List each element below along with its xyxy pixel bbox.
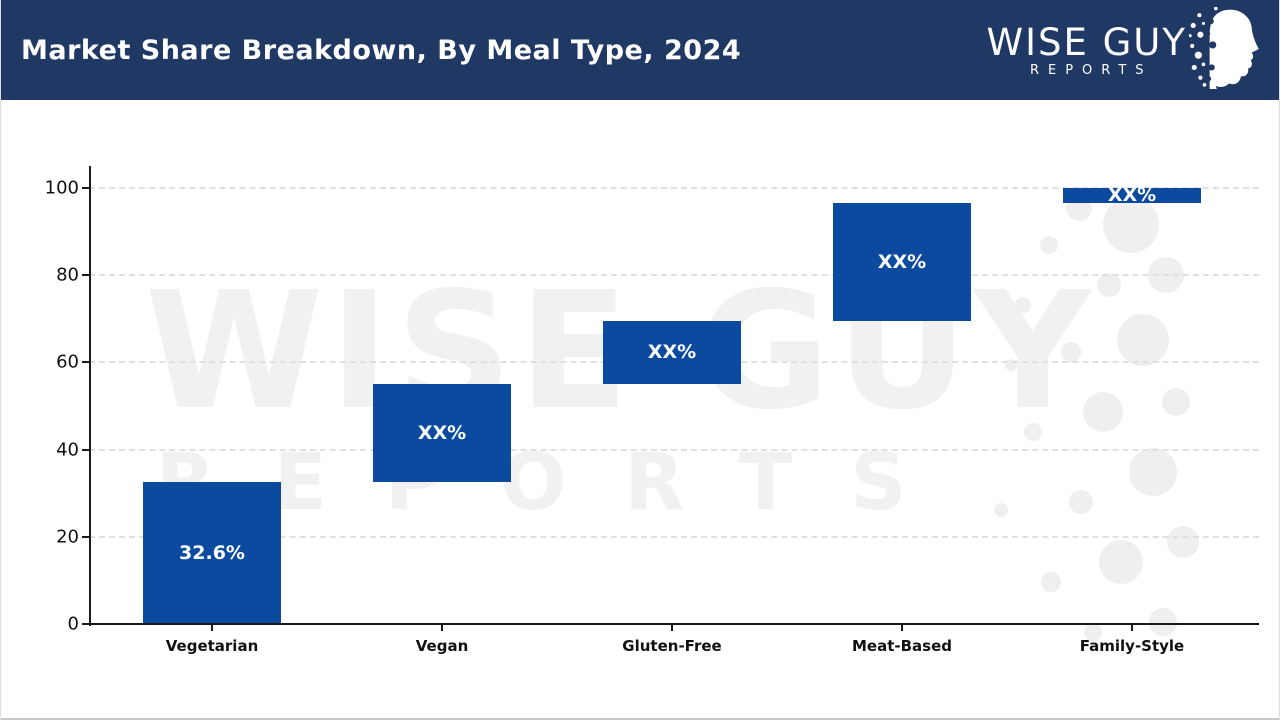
y-tick-label: 60 bbox=[56, 351, 79, 373]
gridline-20 bbox=[89, 535, 1259, 538]
y-tick-mark bbox=[82, 623, 89, 625]
x-tick-mark bbox=[671, 625, 673, 631]
x-tick-label: Family-Style bbox=[1079, 637, 1185, 655]
y-tick-mark bbox=[82, 448, 89, 451]
gridline-80 bbox=[89, 274, 1259, 277]
bar-value-label: 32.6% bbox=[179, 541, 245, 564]
y-tick-label: 40 bbox=[56, 439, 79, 461]
chart-title: Market Share Breakdown, By Meal Type, 20… bbox=[21, 34, 742, 66]
y-tick-mark bbox=[82, 535, 89, 538]
gridline-40 bbox=[89, 448, 1259, 451]
dotted-face-icon bbox=[1188, 6, 1261, 93]
y-tick-label: 100 bbox=[44, 177, 79, 199]
x-tick-label: Vegetarian bbox=[165, 637, 259, 655]
y-tick-mark bbox=[82, 274, 89, 277]
bar-value-label: XX% bbox=[417, 422, 467, 445]
x-tick-label: Vegan bbox=[415, 637, 469, 655]
logo-subtext: REPORTS bbox=[1029, 62, 1153, 78]
y-tick-label: 0 bbox=[67, 613, 79, 635]
bar-vegan: XX% bbox=[373, 384, 511, 482]
bar-gluten-free: XX% bbox=[603, 320, 741, 385]
logo-wordmark: WISE GUY bbox=[986, 20, 1187, 64]
y-axis-spine bbox=[89, 166, 91, 626]
bar-family-style: XX% bbox=[1063, 184, 1201, 206]
x-tick-mark bbox=[901, 625, 903, 631]
watermark-dotted-face bbox=[931, 180, 1211, 684]
bar-meat-based: XX% bbox=[833, 202, 971, 321]
gridline-100 bbox=[89, 187, 1259, 189]
x-axis-spine bbox=[89, 623, 1259, 625]
y-tick-mark bbox=[82, 187, 89, 189]
y-tick-label: 80 bbox=[56, 264, 79, 286]
header-bar: Market Share Breakdown, By Meal Type, 20… bbox=[1, 0, 1279, 100]
x-tick-mark bbox=[1131, 625, 1133, 631]
bottom-border bbox=[1, 718, 1279, 720]
x-tick-label: Gluten-Free bbox=[622, 637, 722, 655]
bar-value-label: XX% bbox=[877, 250, 927, 273]
x-tick-mark bbox=[441, 625, 443, 631]
y-tick-mark bbox=[82, 361, 89, 364]
y-tick-label: 20 bbox=[56, 526, 79, 548]
x-tick-label: Meat-Based bbox=[851, 637, 953, 655]
bar-value-label: XX% bbox=[647, 341, 697, 364]
bar-value-label: XX% bbox=[1107, 184, 1157, 207]
wise-guy-logo: WISE GUY REPORTS bbox=[987, 6, 1261, 93]
logo-text: WISE GUY REPORTS bbox=[987, 24, 1187, 77]
x-tick-mark bbox=[211, 625, 213, 631]
bar-vegetarian: 32.6% bbox=[143, 481, 281, 624]
chart-area: WISE GUY REPORTS 0 20 40 60 80 100 32.6% Vegeta… bbox=[1, 100, 1279, 718]
